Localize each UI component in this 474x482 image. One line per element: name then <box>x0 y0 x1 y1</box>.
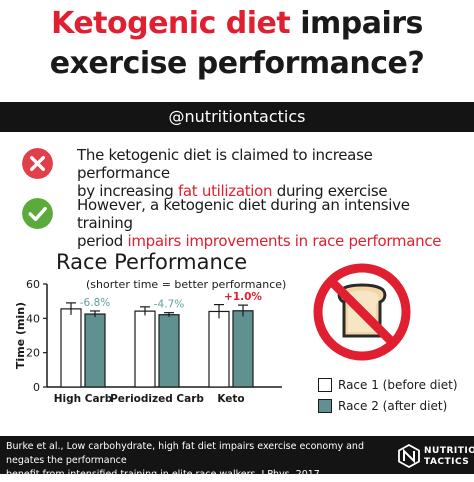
brand-mark-icon <box>398 444 420 468</box>
claim-text: The ketogenic diet is claimed to increas… <box>77 146 462 200</box>
footer: Burke et al., Low carbohydrate, high fat… <box>0 436 474 480</box>
bar <box>84 313 106 388</box>
bar <box>60 308 82 388</box>
finding-point: However, a ketogenic diet during an inte… <box>22 196 462 250</box>
claim-point: The ketogenic diet is claimed to increas… <box>22 146 462 200</box>
finding-line2: period impairs improvements in race perf… <box>77 232 462 250</box>
title-text: impairs <box>300 6 423 41</box>
claim-highlight: fat utilization <box>177 182 273 200</box>
citation: Burke et al., Low carbohydrate, high fat… <box>6 440 391 482</box>
y-tick-label: 20 <box>26 347 40 360</box>
change-annotation: -6.8% <box>80 297 110 309</box>
x-tick-label: Periodized Carb <box>110 393 204 405</box>
legend-label-race2: Race 2 (after diet) <box>338 399 448 413</box>
citation-line2: benefit from intensified training in eli… <box>6 469 320 480</box>
legend-label-race1: Race 1 (before diet) <box>338 378 458 392</box>
handle-bar: @nutritiontactics <box>0 102 474 132</box>
bar <box>134 310 156 388</box>
x-circle-icon <box>22 148 53 179</box>
legend-swatch-race1 <box>318 378 332 392</box>
x-tick-label: Keto <box>217 393 244 405</box>
brand-logo: NUTRITION TACTICS <box>398 442 474 470</box>
claim-line2: by increasing fat utilization during exe… <box>77 182 462 200</box>
citation-line1: Burke et al., Low carbohydrate, high fat… <box>6 441 364 466</box>
claim-line2-post: during exercise <box>272 182 388 200</box>
legend-item-race1: Race 1 (before diet) <box>318 378 458 392</box>
y-tick-label: 0 <box>33 381 40 394</box>
finding-highlight: impairs improvements in race performance <box>127 232 442 250</box>
legend-item-race2: Race 2 (after diet) <box>318 399 458 413</box>
finding-line1: However, a ketogenic diet during an inte… <box>77 196 410 232</box>
y-axis-label: Time (min) <box>14 302 27 369</box>
bar <box>208 310 230 388</box>
page-title: Ketogenic diet impairs exercise performa… <box>0 4 474 84</box>
x-tick-label: High Carb <box>54 393 113 405</box>
change-annotation: +1.0% <box>224 291 262 303</box>
claim-line2-pre: by increasing <box>77 182 178 200</box>
bar <box>158 314 180 388</box>
y-tick-label: 40 <box>26 312 40 325</box>
bar <box>232 310 254 388</box>
chart-legend: Race 1 (before diet) Race 2 (after diet) <box>318 378 458 420</box>
y-tick-label: 60 <box>26 278 40 291</box>
claim-line1: The ketogenic diet is claimed to increas… <box>77 146 373 182</box>
finding-text: However, a ketogenic diet during an inte… <box>77 196 462 250</box>
check-circle-icon <box>22 198 53 229</box>
legend-swatch-race2 <box>318 399 332 413</box>
brand-line1: NUTRITION <box>424 446 474 456</box>
change-annotation: -4.7% <box>154 299 184 311</box>
brand-line2: TACTICS <box>424 457 470 467</box>
finding-line2-pre: period <box>77 232 128 250</box>
title-highlight: Ketogenic diet <box>51 6 291 41</box>
no-bread-icon <box>313 263 411 361</box>
chart-title: Race Performance <box>56 250 248 274</box>
title-line2: exercise performance? <box>49 46 425 81</box>
chart-subtitle: (shorter time = better performance) <box>86 278 287 291</box>
